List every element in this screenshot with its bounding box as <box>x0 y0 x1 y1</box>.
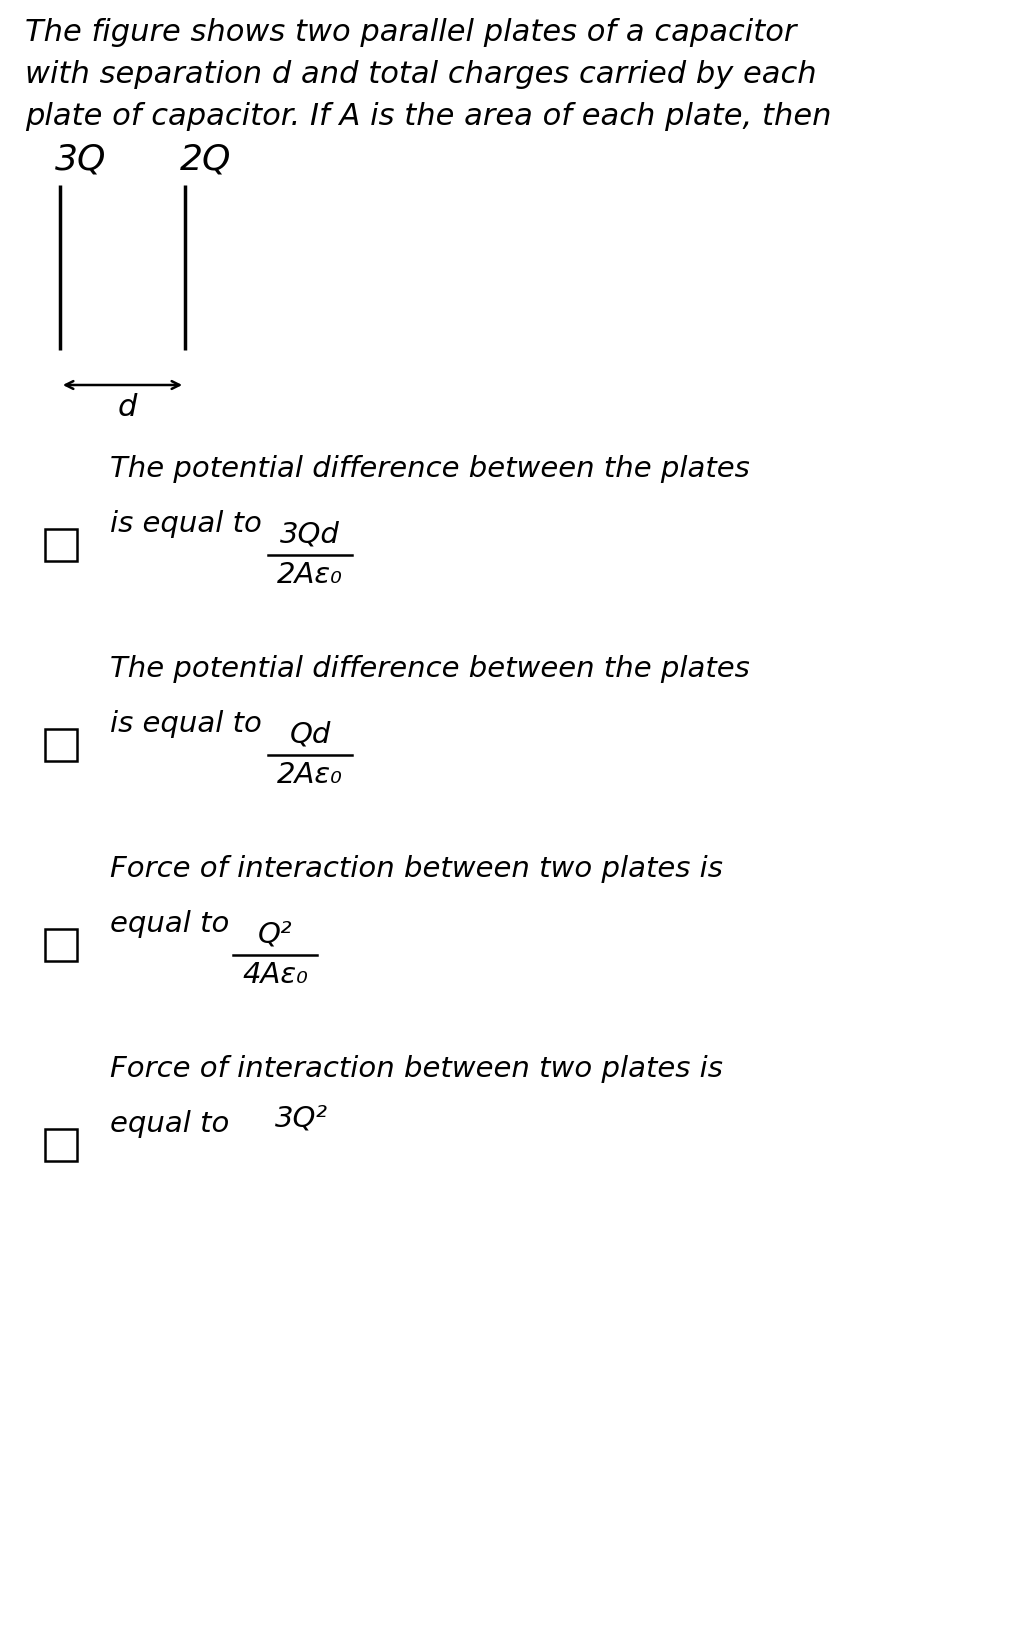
Text: Q²: Q² <box>258 922 292 948</box>
Text: equal to: equal to <box>110 1110 239 1138</box>
Bar <box>45 729 77 762</box>
Text: 3Q²: 3Q² <box>275 1105 328 1133</box>
Text: 2Q: 2Q <box>180 144 231 177</box>
Text: The figure shows two parallel plates of a capacitor: The figure shows two parallel plates of … <box>25 18 797 46</box>
Text: is equal to: is equal to <box>110 510 271 539</box>
Text: Force of interaction between two plates is: Force of interaction between two plates … <box>110 856 723 884</box>
Text: The potential difference between the plates: The potential difference between the pla… <box>110 654 750 682</box>
Text: 2Aε₀: 2Aε₀ <box>278 562 343 590</box>
Bar <box>45 928 77 961</box>
Text: Qd: Qd <box>290 720 331 748</box>
Text: 3Qd: 3Qd <box>280 520 340 548</box>
Text: Force of interaction between two plates is: Force of interaction between two plates … <box>110 1056 723 1084</box>
Text: plate of capacitor. If A is the area of each plate, then: plate of capacitor. If A is the area of … <box>25 102 831 131</box>
Text: The potential difference between the plates: The potential difference between the pla… <box>110 454 750 482</box>
Bar <box>45 1128 77 1161</box>
Text: d: d <box>118 393 137 421</box>
Text: equal to: equal to <box>110 910 239 938</box>
Text: 4Aε₀: 4Aε₀ <box>242 961 308 990</box>
Text: 2Aε₀: 2Aε₀ <box>278 762 343 790</box>
Text: with separation d and total charges carried by each: with separation d and total charges carr… <box>25 59 816 89</box>
Text: is equal to: is equal to <box>110 710 271 738</box>
Text: 3Q: 3Q <box>55 144 106 177</box>
Bar <box>45 529 77 562</box>
